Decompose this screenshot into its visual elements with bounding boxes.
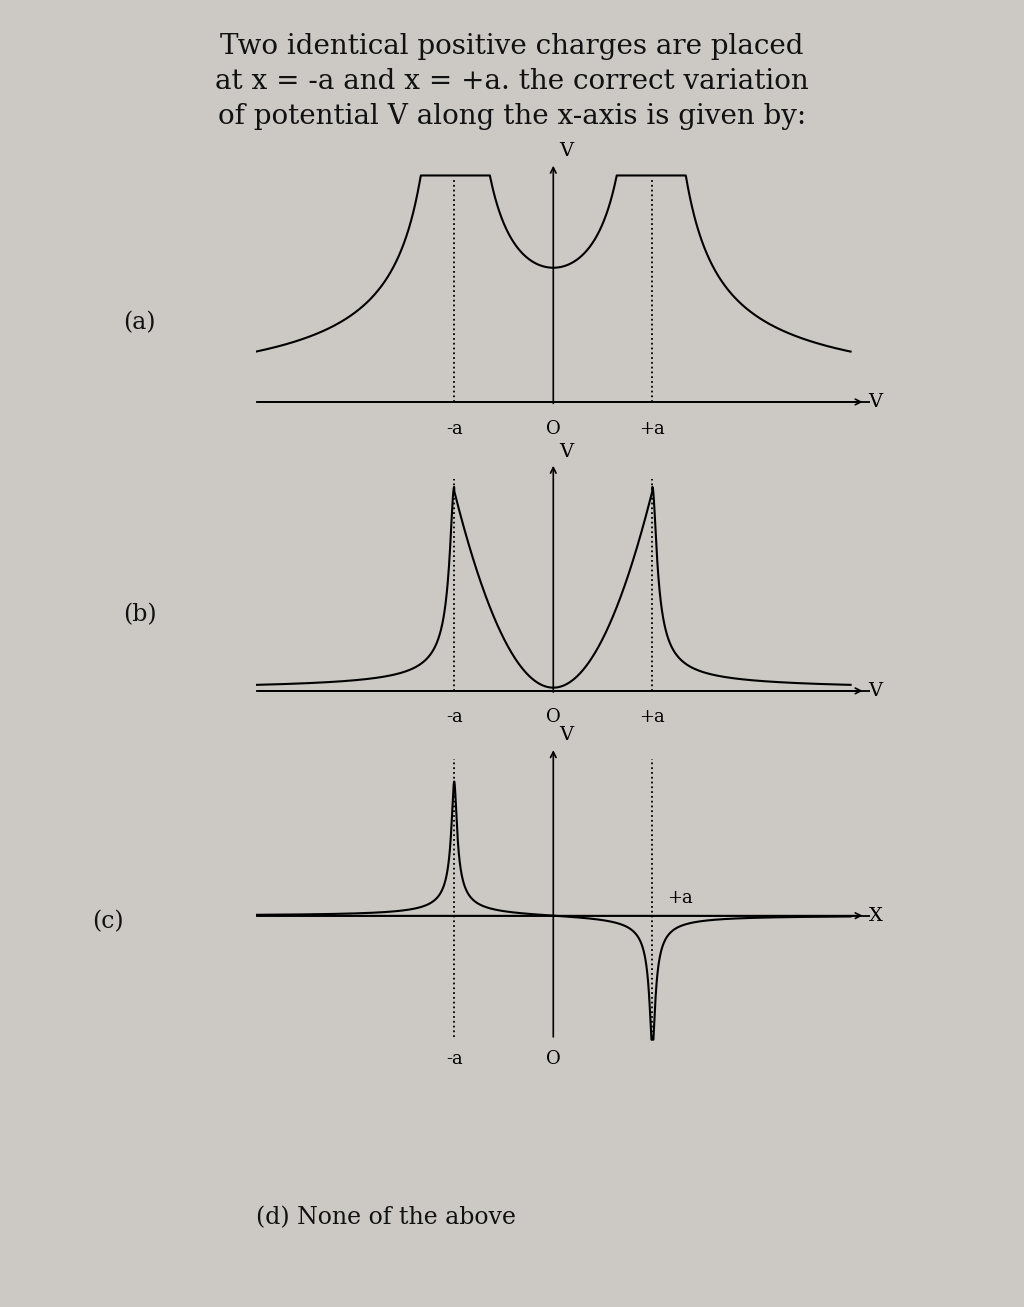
Text: V: V (559, 142, 573, 161)
Text: V: V (559, 727, 573, 745)
Text: Two identical positive charges are placed: Two identical positive charges are place… (220, 33, 804, 60)
Text: O: O (546, 708, 561, 727)
Text: +a: +a (668, 889, 693, 907)
Text: -a: -a (445, 1051, 463, 1068)
Text: -a: -a (445, 421, 463, 438)
Text: O: O (546, 421, 561, 438)
Text: X: X (868, 907, 883, 924)
Text: -a: -a (445, 708, 463, 727)
Text: (a): (a) (123, 311, 156, 335)
Text: +a: +a (640, 421, 666, 438)
Text: V: V (868, 393, 883, 410)
Text: V: V (559, 443, 573, 460)
Text: (d) None of the above: (d) None of the above (256, 1206, 516, 1230)
Text: O: O (546, 1051, 561, 1068)
Text: (c): (c) (92, 910, 124, 933)
Text: (b): (b) (123, 603, 157, 626)
Text: at x = -a and x = +a. the correct variation: at x = -a and x = +a. the correct variat… (215, 68, 809, 95)
Text: V: V (868, 682, 883, 699)
Text: of potential V along the x-axis is given by:: of potential V along the x-axis is given… (218, 103, 806, 131)
Text: +a: +a (640, 708, 666, 727)
